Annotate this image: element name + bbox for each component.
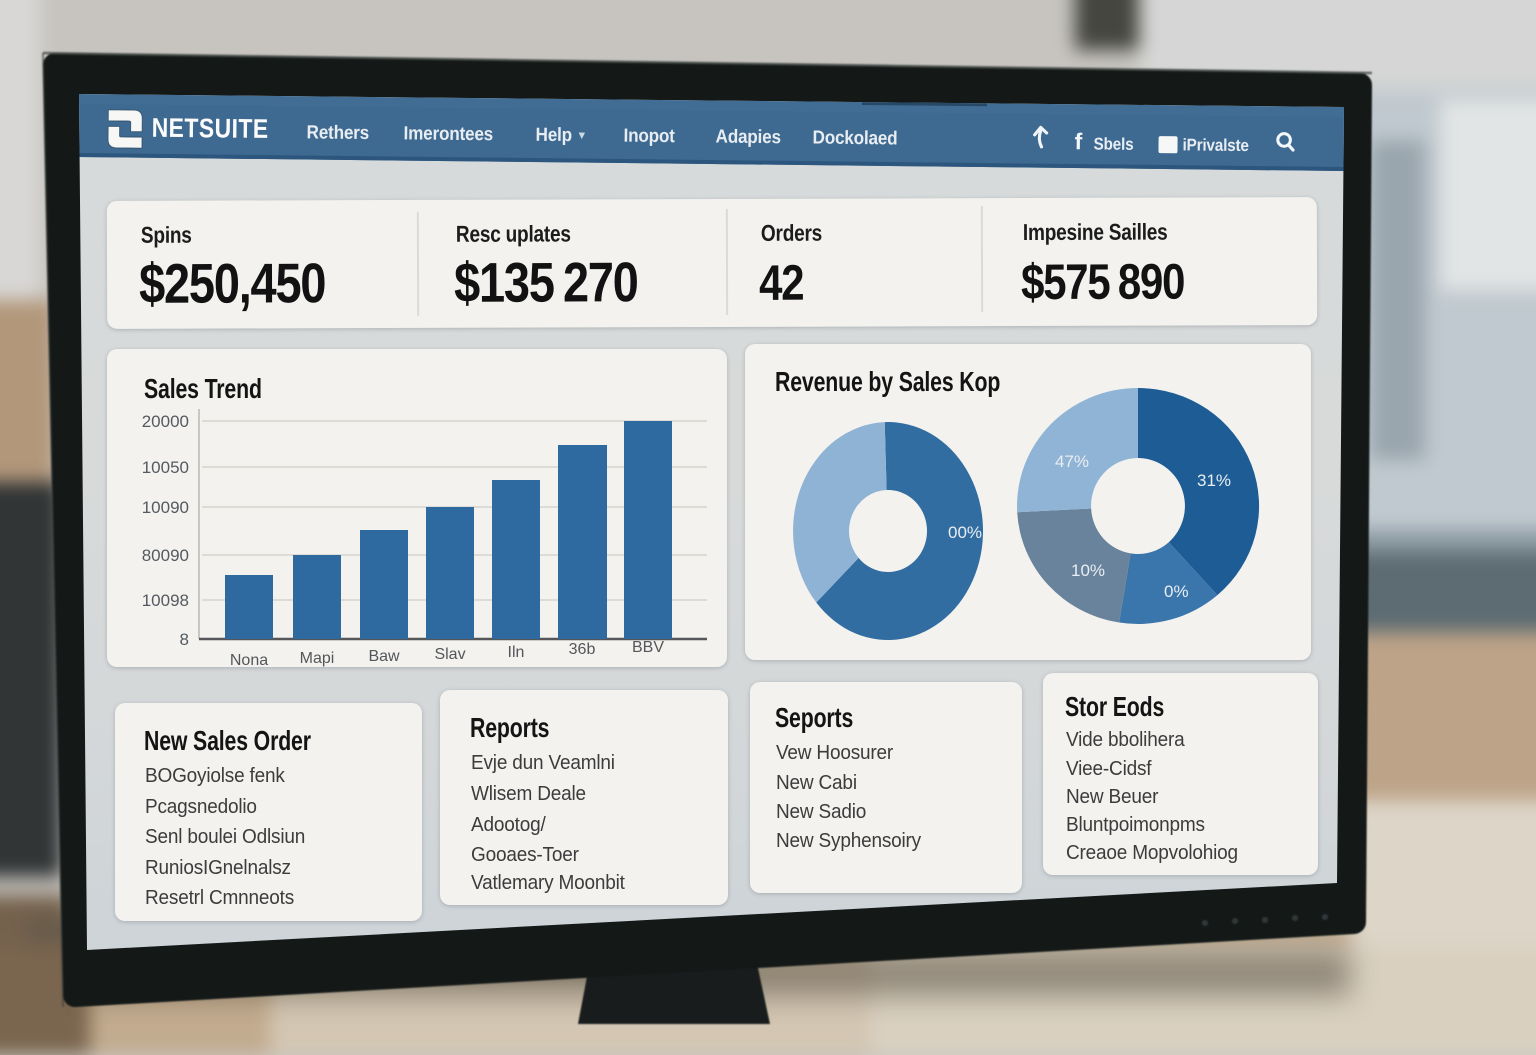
svg-text:31%: 31% <box>1197 471 1231 490</box>
svg-text:80090: 80090 <box>142 546 189 565</box>
svg-text:Baw: Baw <box>368 648 400 665</box>
svg-text:0%: 0% <box>1164 582 1189 601</box>
svg-text:8: 8 <box>180 630 189 649</box>
svg-text:10050: 10050 <box>142 458 189 477</box>
svg-text:Slav: Slav <box>434 646 465 663</box>
svg-text:47%: 47% <box>1055 452 1089 471</box>
svg-text:36b: 36b <box>569 641 596 658</box>
svg-text:BBV: BBV <box>632 639 664 656</box>
svg-text:00%: 00% <box>948 523 982 542</box>
svg-text:Iln: Iln <box>508 644 525 661</box>
svg-text:10%: 10% <box>1071 561 1105 580</box>
svg-text:20000: 20000 <box>142 412 189 431</box>
svg-text:10090: 10090 <box>142 498 189 517</box>
svg-text:Mapi: Mapi <box>300 650 335 667</box>
svg-text:Nona: Nona <box>230 652 268 667</box>
svg-text:10098: 10098 <box>142 591 189 610</box>
